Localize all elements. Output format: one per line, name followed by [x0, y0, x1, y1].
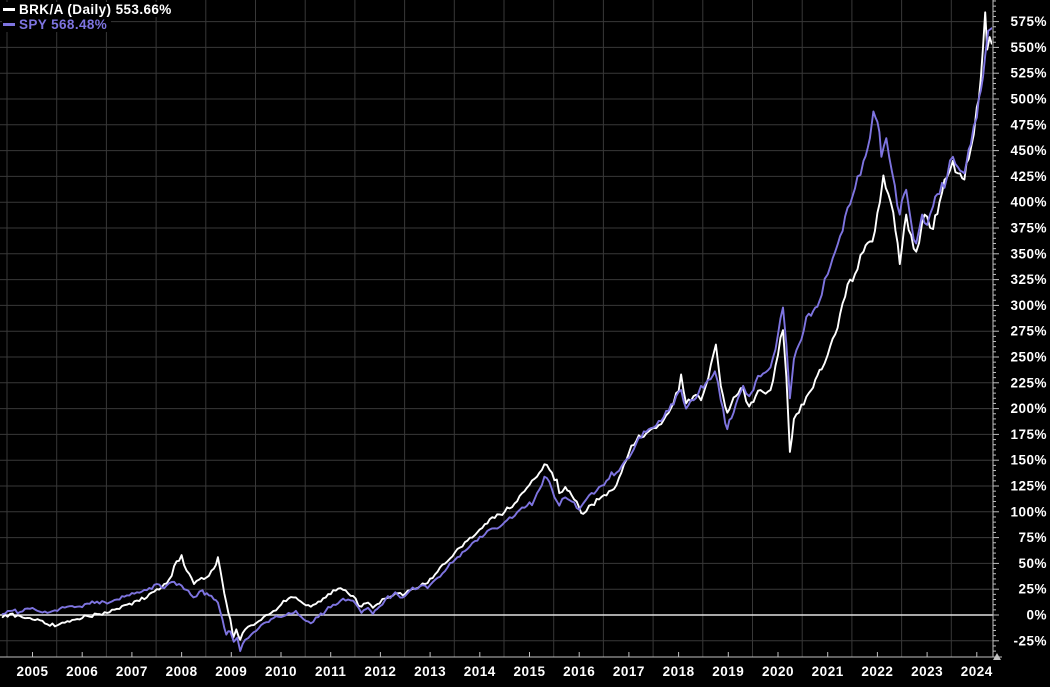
x-axis-tick-label: 2012	[364, 664, 396, 679]
brk-line-swatch-icon	[3, 8, 15, 11]
y-axis-tick-label: 175%	[1010, 427, 1047, 442]
x-axis-tick-label: 2011	[315, 664, 346, 679]
y-axis-tick-label: 475%	[1010, 117, 1047, 132]
x-axis-tick-label: 2023	[911, 664, 943, 679]
legend-item-brk: BRK/A (Daily) 553.66%	[2, 2, 176, 17]
legend-item-spy: SPY 568.48%	[2, 17, 112, 32]
spy-series-line	[1, 27, 992, 653]
chart-legend: BRK/A (Daily) 553.66% SPY 568.48%	[2, 2, 176, 32]
y-axis-tick-label: 350%	[1010, 246, 1047, 261]
y-axis-tick-label: 25%	[1018, 582, 1047, 597]
y-axis-tick-label: 325%	[1010, 272, 1047, 287]
x-axis-tick-label: 2013	[414, 664, 446, 679]
y-axis-tick-label: 100%	[1010, 504, 1047, 519]
y-axis-tick-label: 500%	[1010, 92, 1047, 107]
x-axis-tick-label: 2015	[513, 664, 545, 679]
brk-a-series-line	[1, 11, 992, 641]
y-axis-tick-label: 550%	[1010, 40, 1047, 55]
legend-label-brk: BRK/A (Daily) 553.66%	[19, 2, 172, 17]
y-axis-tick-label: 275%	[1010, 324, 1047, 339]
x-axis-tick-label: 2008	[166, 664, 198, 679]
x-axis-tick-label: 2016	[563, 664, 595, 679]
y-axis-tick-label: 200%	[1010, 401, 1047, 416]
y-axis-tick-label: 150%	[1010, 453, 1047, 468]
y-axis-tick-label: 75%	[1018, 530, 1047, 545]
y-axis-tick-label: 450%	[1010, 143, 1047, 158]
x-axis-tick-label: 2024	[961, 664, 993, 679]
axis-corner-arrow-icon	[993, 653, 1001, 660]
y-axis-tick-label: 425%	[1010, 169, 1047, 184]
x-axis-tick-label: 2019	[712, 664, 744, 679]
y-axis-tick-label: 575%	[1010, 14, 1047, 29]
x-axis-tick-label: 2007	[116, 664, 148, 679]
x-axis-tick-label: 2020	[762, 664, 794, 679]
x-axis-tick-label: 2022	[861, 664, 893, 679]
y-axis-tick-label: 250%	[1010, 350, 1047, 365]
y-axis-tick-label: 50%	[1018, 556, 1047, 571]
x-axis-tick-label: 2009	[215, 664, 247, 679]
x-axis-tick-label: 2017	[613, 664, 645, 679]
x-axis-tick-label: 2018	[663, 664, 695, 679]
y-axis-tick-label: 125%	[1010, 479, 1047, 494]
x-axis-tick-label: 2006	[66, 664, 98, 679]
legend-label-spy: SPY 568.48%	[19, 17, 108, 32]
x-axis-tick-label: 2010	[265, 664, 297, 679]
y-axis-tick-label: 300%	[1010, 298, 1047, 313]
x-axis-tick-label: 2021	[812, 664, 844, 679]
spy-line-swatch-icon	[3, 23, 15, 26]
y-axis-tick-label: 225%	[1010, 375, 1047, 390]
x-axis-tick-label: 2014	[464, 664, 496, 679]
y-axis-tick-label: 400%	[1010, 195, 1047, 210]
y-axis-tick-label: 525%	[1010, 66, 1047, 81]
x-axis-tick-label: 2005	[16, 664, 48, 679]
y-axis-tick-label: 0%	[1026, 608, 1047, 623]
y-axis-tick-label: 375%	[1010, 221, 1047, 236]
y-axis-tick-label: -25%	[1013, 633, 1047, 648]
